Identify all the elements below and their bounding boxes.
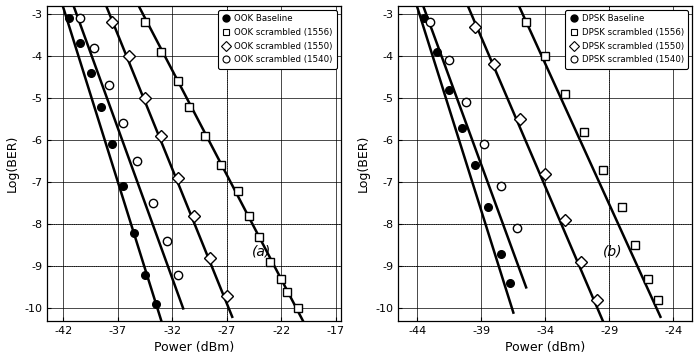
Legend: DPSK Baseline, DPSK scrambled (1556), DPSK scrambled (1550), DPSK scrambled (154: DPSK Baseline, DPSK scrambled (1556), DP… xyxy=(565,10,688,69)
X-axis label: Power (dBm): Power (dBm) xyxy=(154,341,235,355)
Text: (a): (a) xyxy=(252,245,272,258)
X-axis label: Power (dBm): Power (dBm) xyxy=(505,341,586,355)
Y-axis label: Log(BER): Log(BER) xyxy=(6,135,19,192)
Y-axis label: Log(BER): Log(BER) xyxy=(357,135,370,192)
Legend: OOK Baseline, OOK scrambled (1556), OOK scrambled (1550), OOK scrambled (1540): OOK Baseline, OOK scrambled (1556), OOK … xyxy=(218,10,337,69)
Text: (b): (b) xyxy=(603,245,623,258)
